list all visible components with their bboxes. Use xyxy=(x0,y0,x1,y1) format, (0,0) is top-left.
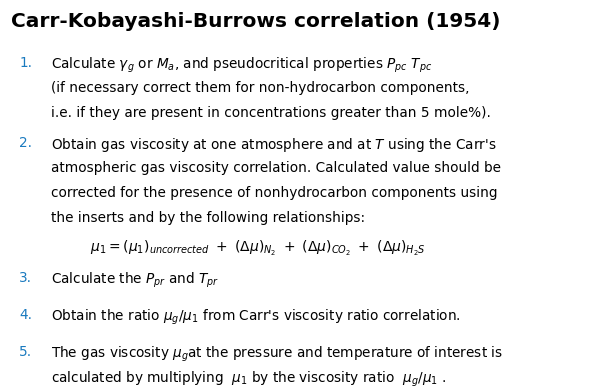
Text: 2.: 2. xyxy=(19,135,33,150)
Text: the inserts and by the following relationships:: the inserts and by the following relatio… xyxy=(51,211,365,225)
Text: i.e. if they are present in concentrations greater than 5 mole%).: i.e. if they are present in concentratio… xyxy=(51,106,491,120)
Text: Calculate $\gamma_g$ or $M_{a}$, and pseudocritical properties $P_{pc}$ $T_{pc}$: Calculate $\gamma_g$ or $M_{a}$, and pse… xyxy=(51,56,432,75)
Text: 3.: 3. xyxy=(19,271,33,285)
Text: (if necessary correct them for non-hydrocarbon components,: (if necessary correct them for non-hydro… xyxy=(51,81,470,95)
Text: 4.: 4. xyxy=(19,308,33,322)
Text: calculated by multiplying  $\mu_1$ by the viscosity ratio  $\mu_g/\mu_1$ .: calculated by multiplying $\mu_1$ by the… xyxy=(51,370,447,386)
Text: $\mu_1 = (\mu_1)_{uncorrected}\ +\ (\Delta\mu)_{N_2}\ +\ (\Delta\mu)_{CO_2}\ +\ : $\mu_1 = (\mu_1)_{uncorrected}\ +\ (\Del… xyxy=(90,239,426,259)
Text: Obtain gas viscosity at one atmosphere and at $T$ using the Carr's: Obtain gas viscosity at one atmosphere a… xyxy=(51,135,497,154)
Text: Calculate the $P_{pr}$ and $T_{pr}$: Calculate the $P_{pr}$ and $T_{pr}$ xyxy=(51,271,220,290)
Text: Carr-Kobayashi-Burrows correlation (1954): Carr-Kobayashi-Burrows correlation (1954… xyxy=(11,12,500,30)
Text: 5.: 5. xyxy=(19,345,33,359)
Text: atmospheric gas viscosity correlation. Calculated value should be: atmospheric gas viscosity correlation. C… xyxy=(51,161,501,174)
Text: 1.: 1. xyxy=(19,56,33,70)
Text: Obtain the ratio $\mu_g/\mu_1$ from Carr's viscosity ratio correlation.: Obtain the ratio $\mu_g/\mu_1$ from Carr… xyxy=(51,308,461,327)
Text: corrected for the presence of nonhydrocarbon components using: corrected for the presence of nonhydroca… xyxy=(51,186,498,200)
Text: The gas viscosity $\mu_g$at the pressure and temperature of interest is: The gas viscosity $\mu_g$at the pressure… xyxy=(51,345,503,364)
